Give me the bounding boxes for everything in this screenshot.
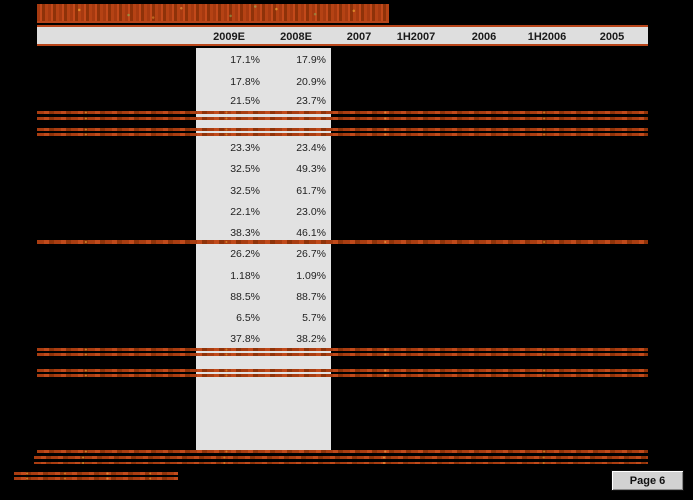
title-underline <box>37 21 389 23</box>
cell-r9-2009e: 26.2% <box>230 248 260 260</box>
cell-r5-2008e: 49.3% <box>296 163 326 175</box>
redaction-bar <box>37 111 648 114</box>
cell-r8-2009e: 38.3% <box>230 227 260 239</box>
cell-r8-2008e: 46.1% <box>296 227 326 239</box>
column-header-2006: 2006 <box>471 31 497 43</box>
page-number-label: Page 6 <box>629 474 666 487</box>
slide-title-redaction <box>37 4 389 21</box>
column-header-2008e: 2008E <box>280 31 312 43</box>
redaction-bar <box>37 348 648 351</box>
redaction-bar <box>37 117 648 120</box>
column-header-2005: 2005 <box>599 31 625 43</box>
redaction-bar <box>37 353 648 356</box>
cell-r10-2009e: 1.18% <box>230 270 260 282</box>
cell-r6-2008e: 61.7% <box>296 185 326 197</box>
redaction-bar <box>14 477 178 480</box>
cell-r2-2008e: 20.9% <box>296 76 326 88</box>
cell-r6-2009e: 32.5% <box>230 185 260 197</box>
cell-r7-2009e: 22.1% <box>230 206 260 218</box>
redaction-bar <box>37 369 648 372</box>
cell-r13-2008e: 38.2% <box>296 333 326 345</box>
cell-r1-2009e: 17.1% <box>230 54 260 66</box>
column-header-1h2006: 1H2006 <box>527 31 567 43</box>
redaction-bar <box>37 450 648 453</box>
cell-r4-2009e: 23.3% <box>230 142 260 154</box>
cell-r1-2008e: 17.9% <box>296 54 326 66</box>
redaction-bar <box>37 374 648 377</box>
cell-r4-2008e: 23.4% <box>296 142 326 154</box>
cell-r11-2009e: 88.5% <box>230 291 260 303</box>
page-number-button[interactable]: Page 6 <box>611 470 684 491</box>
visible-data-column-block: 17.1% 17.9% 17.8% 20.9% 21.5% 23.7% 23.3% 23.4%… <box>196 48 331 453</box>
cell-r7-2008e: 23.0% <box>296 206 326 218</box>
cell-r5-2009e: 32.5% <box>230 163 260 175</box>
redaction-bar <box>37 240 648 244</box>
redaction-bar <box>34 456 648 459</box>
cell-r3-2009e: 21.5% <box>230 95 260 107</box>
redaction-bar <box>14 472 178 475</box>
column-header-2009e: 2009E <box>213 31 245 43</box>
cell-r12-2008e: 5.7% <box>302 312 326 324</box>
column-header-1h2007: 1H2007 <box>396 31 436 43</box>
cell-r11-2008e: 88.7% <box>296 291 326 303</box>
column-header-2007: 2007 <box>346 31 372 43</box>
redaction-bar <box>37 128 648 131</box>
cell-r13-2009e: 37.8% <box>230 333 260 345</box>
redaction-bar <box>37 133 648 136</box>
cell-r10-2008e: 1.09% <box>296 270 326 282</box>
table-header-row: 2009E 2008E 2007 1H2007 2006 1H2006 2005 <box>37 25 648 46</box>
cell-r3-2008e: 23.7% <box>296 95 326 107</box>
redaction-bar <box>34 462 648 464</box>
cell-r2-2009e: 17.8% <box>230 76 260 88</box>
cell-r12-2009e: 6.5% <box>236 312 260 324</box>
cell-r9-2008e: 26.7% <box>296 248 326 260</box>
